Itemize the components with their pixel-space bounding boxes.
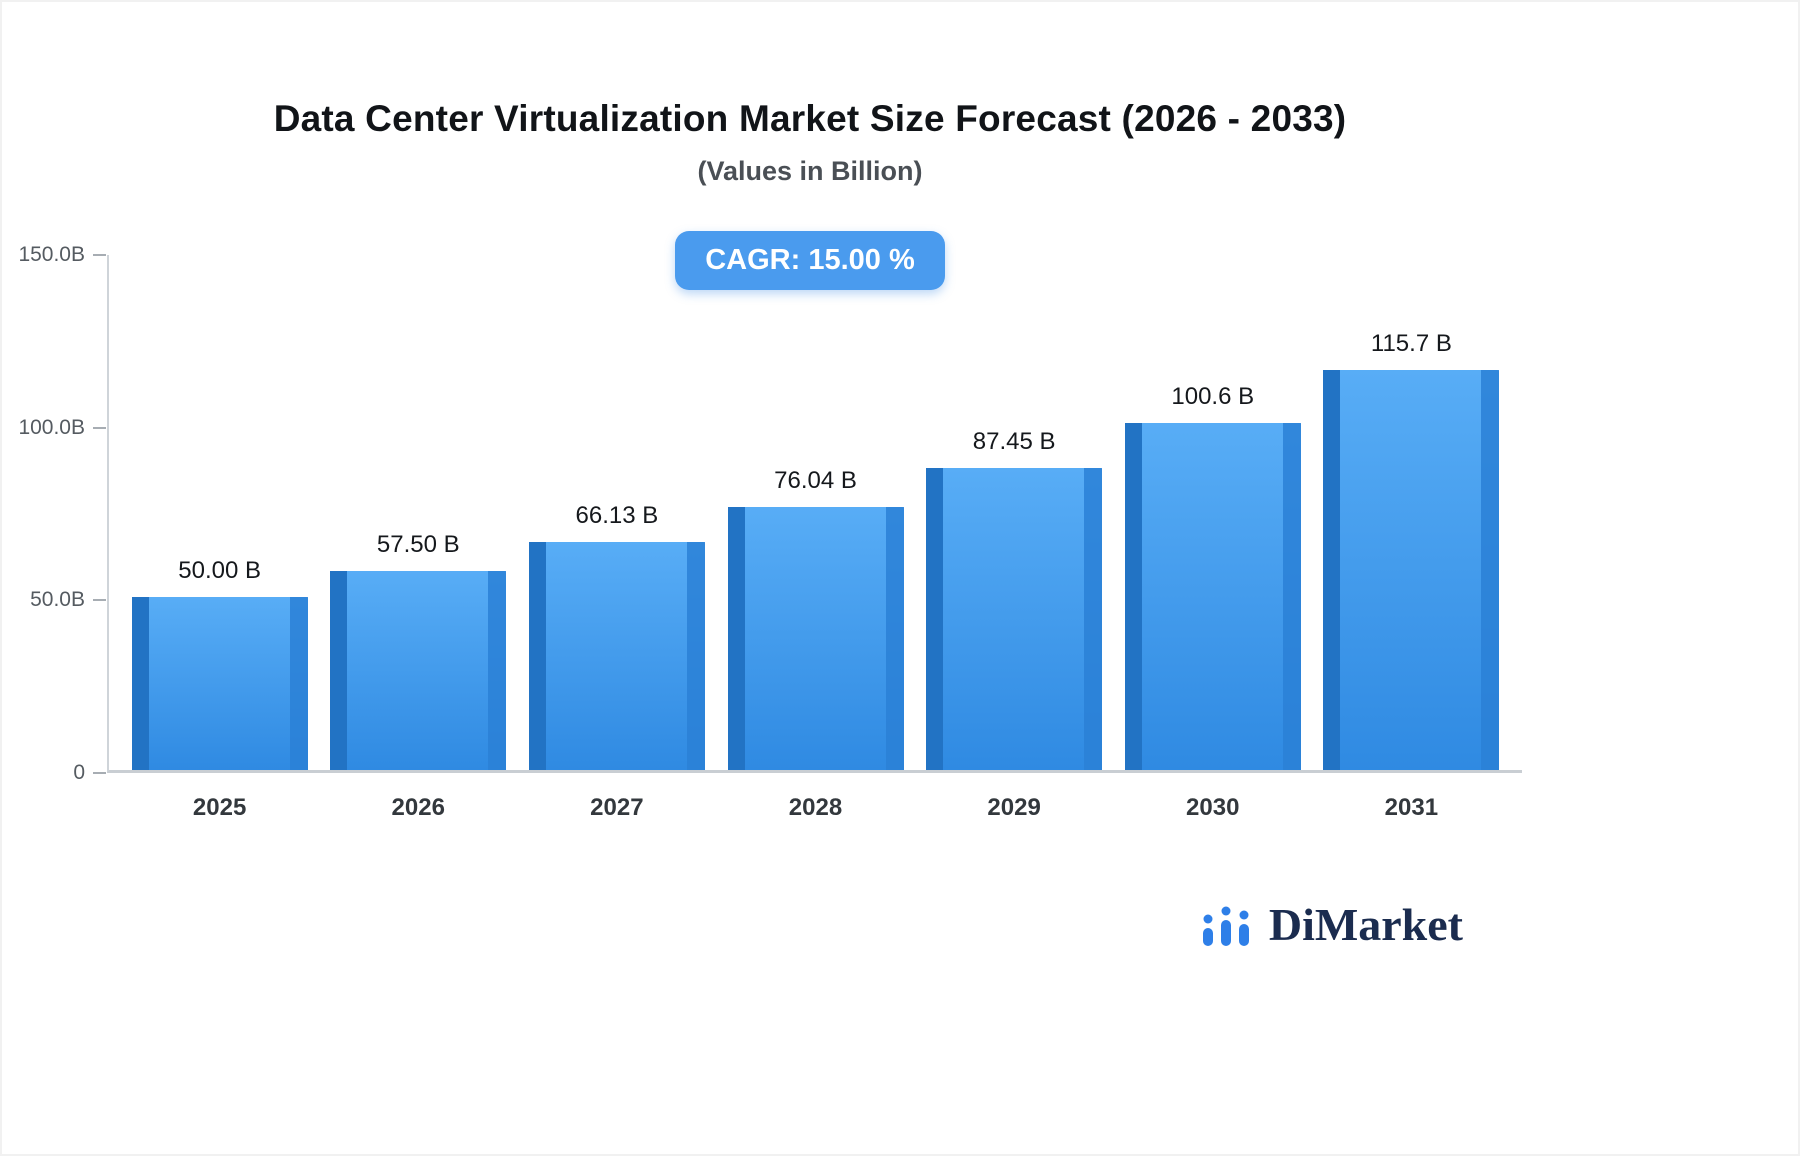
y-axis-tick-mark bbox=[93, 599, 106, 602]
bar-value-label: 57.50 B bbox=[376, 531, 460, 559]
bar bbox=[1124, 422, 1301, 770]
bar-value-label: 50.00 B bbox=[178, 557, 261, 585]
cagr-badge: CAGR: 15.00 % bbox=[675, 231, 945, 290]
bar bbox=[926, 468, 1103, 770]
bars-row: 50.00 B 2025 57.50 B 2026 66.13 B 2027 76.04 B… bbox=[109, 255, 1522, 821]
x-axis-label: 2029 bbox=[987, 794, 1041, 821]
y-axis-tick-label: 50.0B bbox=[30, 588, 85, 612]
chart-title: Data Center Virtualization Market Size F… bbox=[273, 98, 1347, 139]
bar-value-label: 66.13 B bbox=[575, 501, 659, 529]
bar-value-label: 76.04 B bbox=[774, 467, 857, 495]
bar-left-edge bbox=[727, 507, 745, 770]
bar-right-edge bbox=[885, 507, 904, 770]
bar bbox=[528, 541, 705, 770]
y-axis-tick-mark bbox=[93, 426, 106, 429]
y-axis-tick-label: 100.0B bbox=[18, 415, 85, 439]
bar-value-label: 87.45 B bbox=[972, 428, 1056, 456]
bar-left-edge bbox=[330, 571, 348, 770]
brand-logo-text: DiMarket bbox=[1268, 899, 1463, 950]
bar bbox=[131, 597, 308, 770]
brand-logo: DiMarket bbox=[1201, 902, 1463, 948]
bar bbox=[727, 507, 904, 770]
bar-left-edge bbox=[926, 468, 944, 770]
y-axis-tick-label: 0 bbox=[73, 761, 85, 784]
bar-left-edge bbox=[528, 541, 546, 770]
bar-right-edge bbox=[686, 541, 705, 770]
x-axis-label: 2027 bbox=[590, 794, 644, 821]
bar bbox=[330, 571, 507, 770]
bar-value-label: 115.7 B bbox=[1370, 330, 1452, 358]
bar-right-edge bbox=[1282, 422, 1301, 770]
y-axis-tick-label: 150.0B bbox=[18, 243, 85, 266]
x-axis-label: 2030 bbox=[1186, 794, 1240, 821]
bar-group: 115.7 B 2031 bbox=[1323, 255, 1500, 821]
bar-right-edge bbox=[1084, 468, 1103, 770]
plot-area: 50.00 B 2025 57.50 B 2026 66.13 B 2027 76.04 B… bbox=[18, 243, 1522, 821]
bar-chart-logo-icon bbox=[1202, 906, 1249, 946]
bar-group: 50.00 B 2025 bbox=[131, 255, 308, 821]
y-axis-tick-mark bbox=[93, 772, 106, 774]
chart-header: Data Center Virtualization Market Size F… bbox=[2, 2, 1618, 290]
x-axis-label: 2026 bbox=[391, 794, 445, 821]
x-axis-label: 2028 bbox=[788, 794, 843, 821]
x-axis-label: 2025 bbox=[192, 794, 247, 821]
bar bbox=[1323, 370, 1500, 770]
bar-left-edge bbox=[1323, 370, 1341, 770]
bar-right-edge bbox=[488, 571, 507, 770]
bar-right-edge bbox=[289, 597, 308, 770]
bar-group: 57.50 B 2026 bbox=[330, 255, 507, 821]
x-axis-label: 2031 bbox=[1384, 794, 1439, 821]
bar-value-label: 100.6 B bbox=[1171, 382, 1255, 410]
bar-group: 76.04 B 2028 bbox=[727, 255, 904, 821]
bar-left-edge bbox=[131, 597, 149, 770]
bar-group: 66.13 B 2027 bbox=[528, 255, 705, 821]
bar-right-edge bbox=[1481, 370, 1500, 770]
bar-group: 87.45 B 2029 bbox=[926, 255, 1103, 821]
chart-subtitle: (Values in Billion) bbox=[697, 156, 923, 186]
y-axis-tick-mark bbox=[93, 254, 106, 256]
bar-group: 100.6 B 2030 bbox=[1124, 255, 1301, 821]
bar-left-edge bbox=[1124, 422, 1142, 770]
